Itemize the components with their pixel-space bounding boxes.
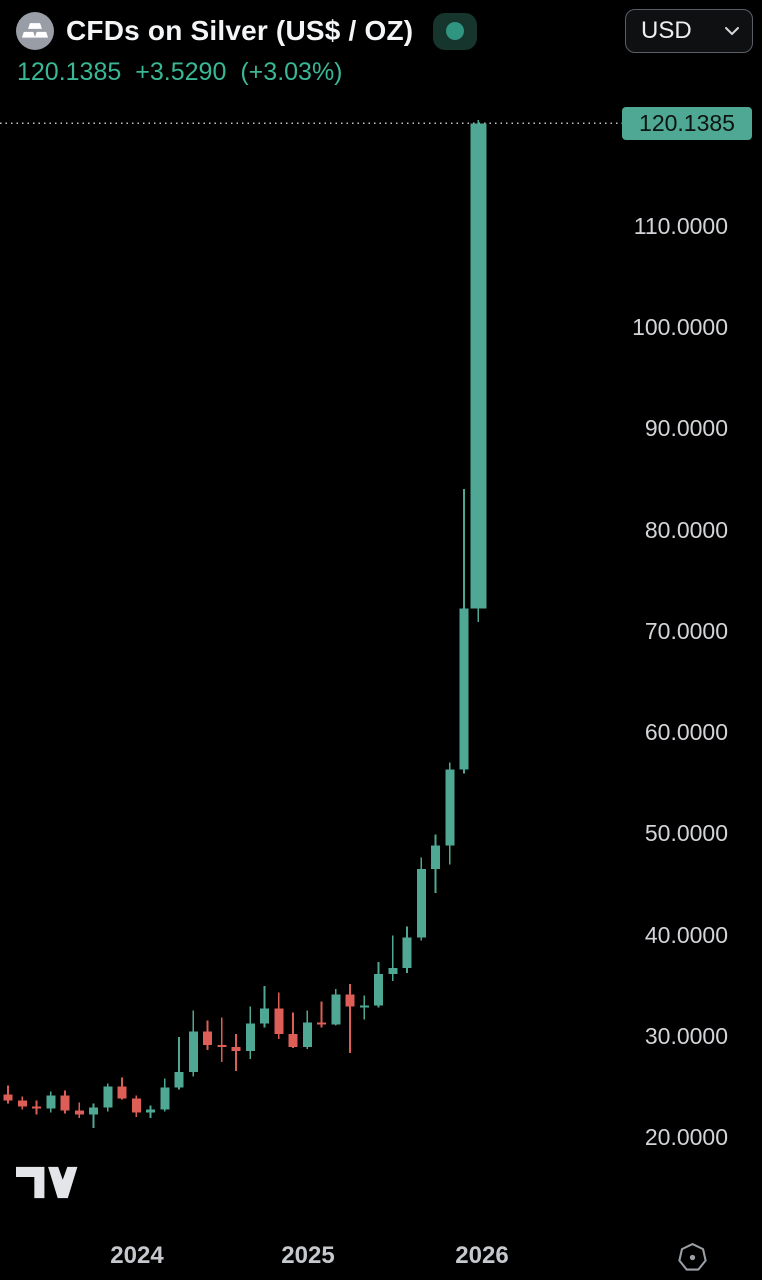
candle	[359, 995, 369, 1020]
price-change: +3.5290	[135, 58, 227, 86]
candle	[89, 1103, 98, 1128]
price-scale-label: 50.0000	[644, 820, 728, 847]
time-scale-label: 2024	[110, 1242, 164, 1269]
time-scale-label: 2026	[455, 1242, 509, 1269]
candle	[274, 992, 284, 1039]
candle	[288, 1012, 298, 1048]
price-scale-label: 80.0000	[644, 516, 728, 543]
candle	[146, 1105, 155, 1118]
candle	[245, 1006, 255, 1060]
candle	[32, 1100, 41, 1115]
candle	[331, 989, 341, 1026]
candle	[374, 961, 383, 1008]
time-scale[interactable]: 2024 2025 2026	[0, 1228, 762, 1280]
candle	[117, 1077, 127, 1100]
candle	[188, 1010, 198, 1077]
market-status-indicator[interactable]	[433, 12, 478, 50]
candle	[459, 489, 469, 774]
price-scale-label: 90.0000	[644, 415, 728, 442]
time-scale-label: 2025	[281, 1242, 335, 1269]
candle	[217, 1017, 227, 1063]
currency-select[interactable]: USD	[625, 9, 753, 53]
candle	[231, 1033, 241, 1072]
price-scale-label: 110.0000	[633, 213, 728, 239]
candle	[17, 1096, 27, 1110]
candle	[203, 1020, 212, 1050]
candle	[103, 1083, 113, 1112]
candle	[260, 986, 269, 1028]
price-scale-label: 20.0000	[644, 1124, 728, 1150]
candle	[470, 119, 487, 622]
currency-select-value: USD	[641, 17, 692, 44]
candle	[445, 762, 455, 865]
settings-icon[interactable]	[677, 1242, 708, 1273]
last-price: 120.1385	[17, 58, 122, 86]
candle	[317, 1001, 326, 1028]
quote-row: 120.1385 +3.5290 (+3.03%)	[17, 58, 343, 87]
price-scale-label: 30.0000	[644, 1022, 728, 1049]
chevron-down-icon	[724, 26, 740, 36]
header: CFDs on Silver (US$ / OZ) USD	[0, 0, 762, 62]
price-scale-label: 60.0000	[644, 719, 728, 746]
symbol-title: CFDs on Silver (US$ / OZ)	[66, 15, 414, 46]
candle	[60, 1090, 70, 1114]
market-open-dot-icon	[446, 22, 465, 40]
price-scale-label: 70.0000	[644, 617, 728, 644]
candle	[160, 1078, 170, 1112]
candle	[46, 1091, 56, 1113]
price-scale-label: 100.0000	[632, 314, 728, 341]
candle	[388, 935, 398, 982]
silver-ingots-icon	[16, 12, 54, 50]
price-scale-label: 40.0000	[644, 921, 728, 948]
tradingview-logo[interactable]	[16, 1166, 82, 1199]
candle	[345, 984, 355, 1053]
candle	[431, 834, 440, 894]
price-change-percent: (+3.03%)	[240, 58, 343, 86]
candle	[131, 1095, 141, 1117]
candle	[174, 1036, 184, 1090]
candle	[302, 1010, 312, 1049]
candle	[416, 857, 426, 941]
candle	[74, 1102, 84, 1118]
candle	[402, 926, 412, 974]
candle	[3, 1085, 13, 1104]
last-price-badge: 120.1385	[622, 106, 752, 140]
